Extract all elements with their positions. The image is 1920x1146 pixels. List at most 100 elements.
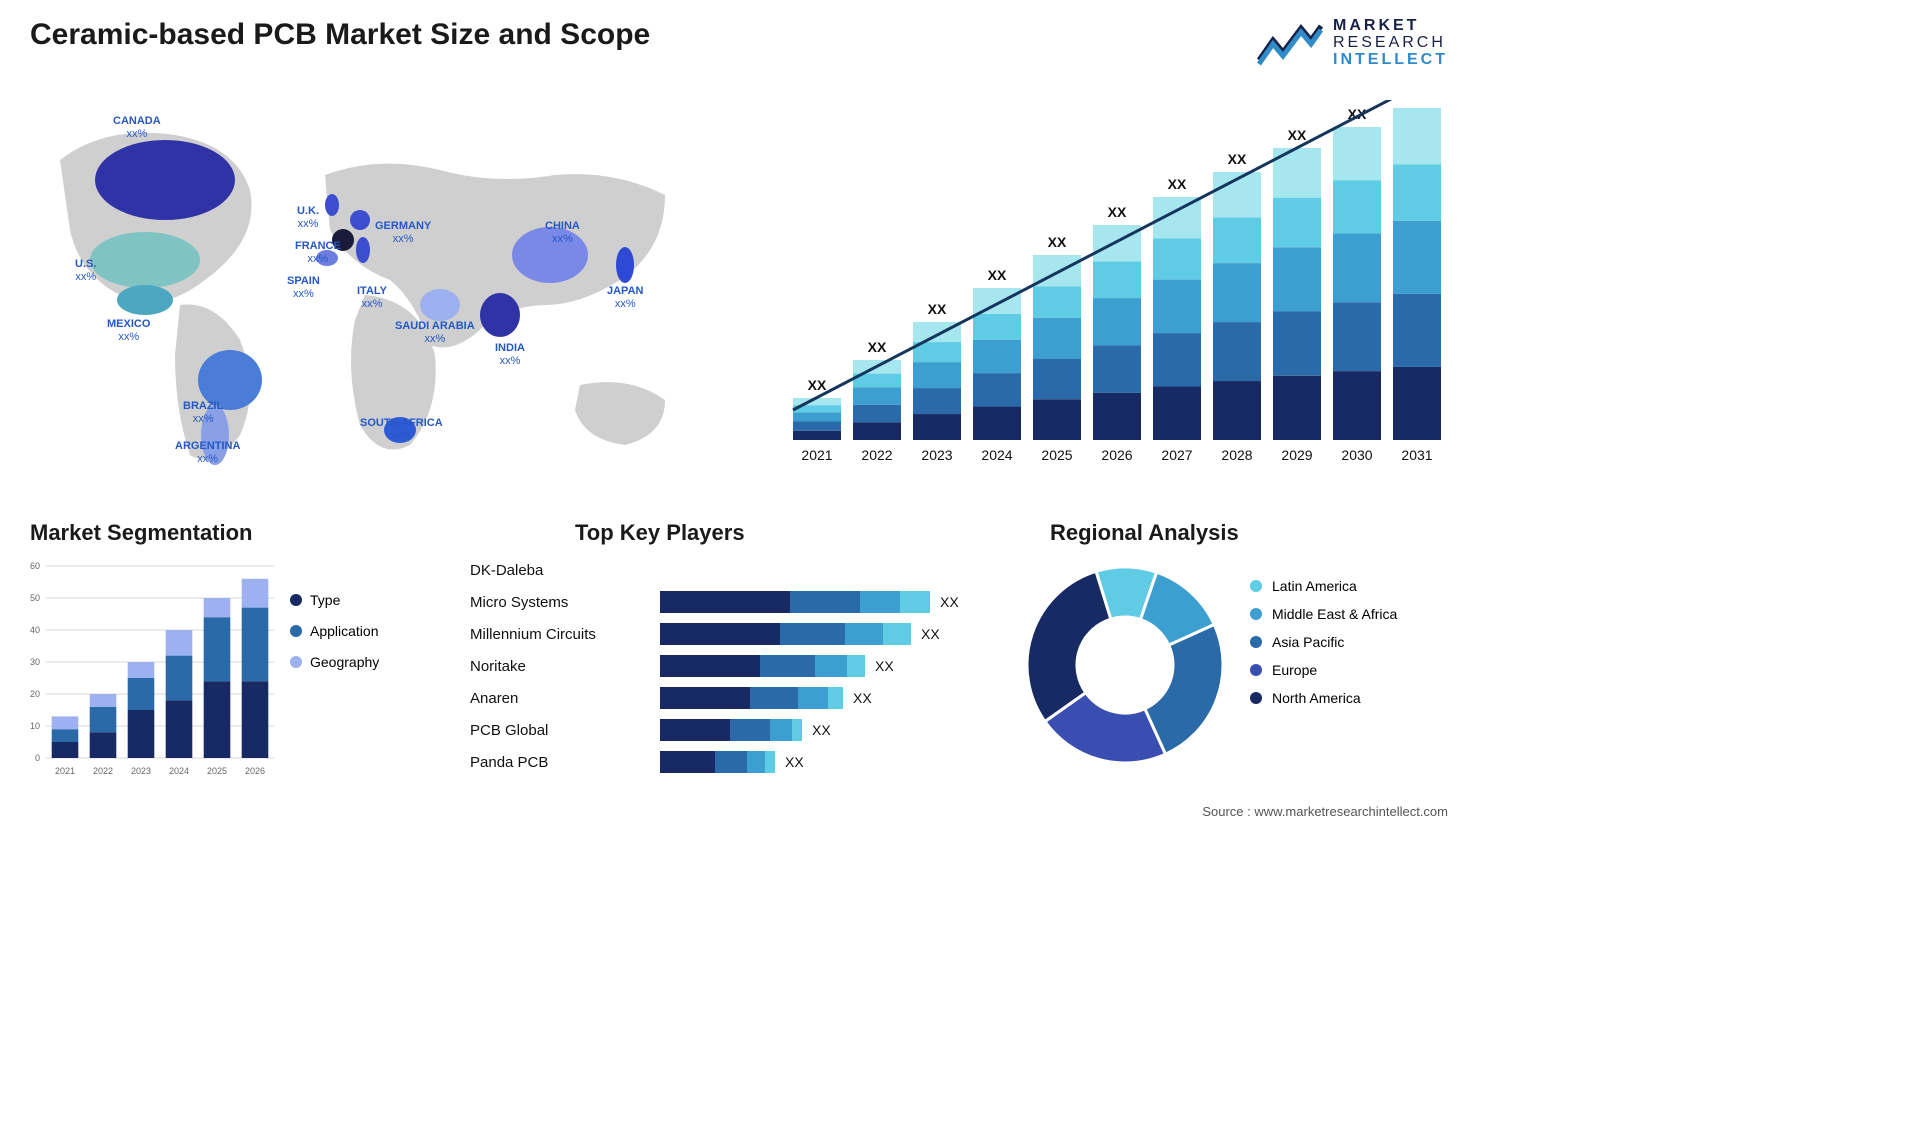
- player-bar: [660, 623, 911, 645]
- svg-text:XX: XX: [988, 267, 1007, 283]
- player-value: XX: [812, 722, 831, 738]
- svg-text:2021: 2021: [801, 447, 832, 463]
- player-value: XX: [875, 658, 894, 674]
- svg-text:2025: 2025: [1041, 447, 1072, 463]
- map-label: ARGENTINAxx%: [175, 440, 240, 465]
- legend-item: Europe: [1250, 656, 1397, 684]
- players-chart: DK-DalebaMicro SystemsXXMillennium Circu…: [470, 555, 980, 779]
- svg-text:30: 30: [30, 657, 40, 667]
- map-label: MEXICOxx%: [107, 318, 150, 343]
- svg-text:2023: 2023: [921, 447, 952, 463]
- regional-legend: Latin AmericaMiddle East & AfricaAsia Pa…: [1250, 572, 1397, 712]
- svg-text:50: 50: [30, 593, 40, 603]
- player-name: Panda PCB: [470, 754, 660, 771]
- map-label: CHINAxx%: [545, 220, 580, 245]
- svg-text:2022: 2022: [93, 766, 113, 776]
- player-value: XX: [853, 690, 872, 706]
- legend-item: Asia Pacific: [1250, 628, 1397, 656]
- segmentation-title: Market Segmentation: [30, 520, 253, 546]
- player-bar: [660, 687, 843, 709]
- svg-text:XX: XX: [1108, 204, 1127, 220]
- player-row: DK-Daleba: [470, 555, 980, 585]
- svg-text:2023: 2023: [131, 766, 151, 776]
- player-bar: [660, 655, 865, 677]
- svg-text:XX: XX: [1228, 151, 1247, 167]
- logo-line2: RESEARCH: [1333, 35, 1448, 52]
- regional-title: Regional Analysis: [1050, 520, 1239, 546]
- logo-line3: INTELLECT: [1333, 52, 1448, 69]
- player-name: Micro Systems: [470, 594, 660, 611]
- segmentation-chart: 0 10 20 30 40 50 60 2021 2022 2023 2024 2025 2026: [18, 560, 278, 780]
- svg-text:60: 60: [30, 561, 40, 571]
- svg-text:2024: 2024: [981, 447, 1012, 463]
- segmentation-legend: TypeApplicationGeography: [290, 585, 379, 677]
- svg-text:XX: XX: [808, 377, 827, 393]
- map-label: BRAZILxx%: [183, 400, 223, 425]
- map-label: SPAINxx%: [287, 275, 320, 300]
- player-row: Noritake XX: [470, 651, 980, 681]
- player-name: Anaren: [470, 690, 660, 707]
- map-label: ITALYxx%: [357, 285, 387, 310]
- svg-text:2028: 2028: [1221, 447, 1252, 463]
- player-row: Panda PCB XX: [470, 747, 980, 777]
- legend-item: Geography: [290, 647, 379, 678]
- map-label: CANADAxx%: [113, 115, 161, 140]
- svg-text:20: 20: [30, 689, 40, 699]
- svg-text:2027: 2027: [1161, 447, 1192, 463]
- svg-text:2021: 2021: [55, 766, 75, 776]
- player-value: XX: [785, 754, 804, 770]
- player-row: Micro Systems XX: [470, 587, 980, 617]
- svg-text:2029: 2029: [1281, 447, 1312, 463]
- svg-text:2026: 2026: [245, 766, 265, 776]
- brand-logo: MARKET RESEARCH INTELLECT: [1257, 18, 1448, 68]
- page-title: Ceramic-based PCB Market Size and Scope: [30, 18, 650, 52]
- regional-donut: [1020, 560, 1230, 770]
- player-value: XX: [940, 594, 959, 610]
- logo-mark-icon: [1257, 20, 1323, 66]
- player-bar: [660, 591, 930, 613]
- svg-text:XX: XX: [1048, 234, 1067, 250]
- map-label: SOUTH AFRICAxx%: [360, 417, 443, 442]
- player-row: Millennium Circuits XX: [470, 619, 980, 649]
- player-bar: [660, 719, 802, 741]
- legend-item: North America: [1250, 684, 1397, 712]
- svg-text:2030: 2030: [1341, 447, 1372, 463]
- player-name: Noritake: [470, 658, 660, 675]
- market-size-chart: XX 2021 XX 2022 XX 2023 XX 2024 XX 2025 XX 2026 XX 20…: [783, 100, 1443, 470]
- map-label: FRANCExx%: [295, 240, 341, 265]
- map-label: U.S.xx%: [75, 258, 96, 283]
- logo-line1: MARKET: [1333, 18, 1448, 35]
- map-label: SAUDI ARABIAxx%: [395, 320, 475, 345]
- svg-text:XX: XX: [1288, 127, 1307, 143]
- player-row: Anaren XX: [470, 683, 980, 713]
- players-title: Top Key Players: [575, 520, 745, 546]
- player-name: Millennium Circuits: [470, 626, 660, 643]
- svg-text:2022: 2022: [861, 447, 892, 463]
- svg-text:XX: XX: [1168, 176, 1187, 192]
- svg-text:2026: 2026: [1101, 447, 1132, 463]
- svg-text:XX: XX: [868, 339, 887, 355]
- legend-item: Middle East & Africa: [1250, 600, 1397, 628]
- svg-text:40: 40: [30, 625, 40, 635]
- svg-text:2024: 2024: [169, 766, 189, 776]
- svg-text:2025: 2025: [207, 766, 227, 776]
- source-line: Source : www.marketresearchintellect.com: [1202, 804, 1448, 819]
- map-label: U.K.xx%: [297, 205, 319, 230]
- player-bar: [660, 751, 775, 773]
- player-value: XX: [921, 626, 940, 642]
- player-name: PCB Global: [470, 722, 660, 739]
- svg-text:0: 0: [35, 753, 40, 763]
- player-row: PCB Global XX: [470, 715, 980, 745]
- legend-item: Type: [290, 585, 379, 616]
- svg-text:2031: 2031: [1401, 447, 1432, 463]
- player-name: DK-Daleba: [470, 562, 660, 579]
- legend-item: Latin America: [1250, 572, 1397, 600]
- legend-item: Application: [290, 616, 379, 647]
- svg-text:10: 10: [30, 721, 40, 731]
- map-label: GERMANYxx%: [375, 220, 431, 245]
- world-map: CANADAxx% U.S.xx% MEXICOxx% BRAZILxx% ARGENT…: [25, 100, 695, 500]
- svg-text:XX: XX: [928, 301, 947, 317]
- map-label: JAPANxx%: [607, 285, 643, 310]
- svg-text:XX: XX: [1408, 100, 1427, 103]
- map-label: INDIAxx%: [495, 342, 525, 367]
